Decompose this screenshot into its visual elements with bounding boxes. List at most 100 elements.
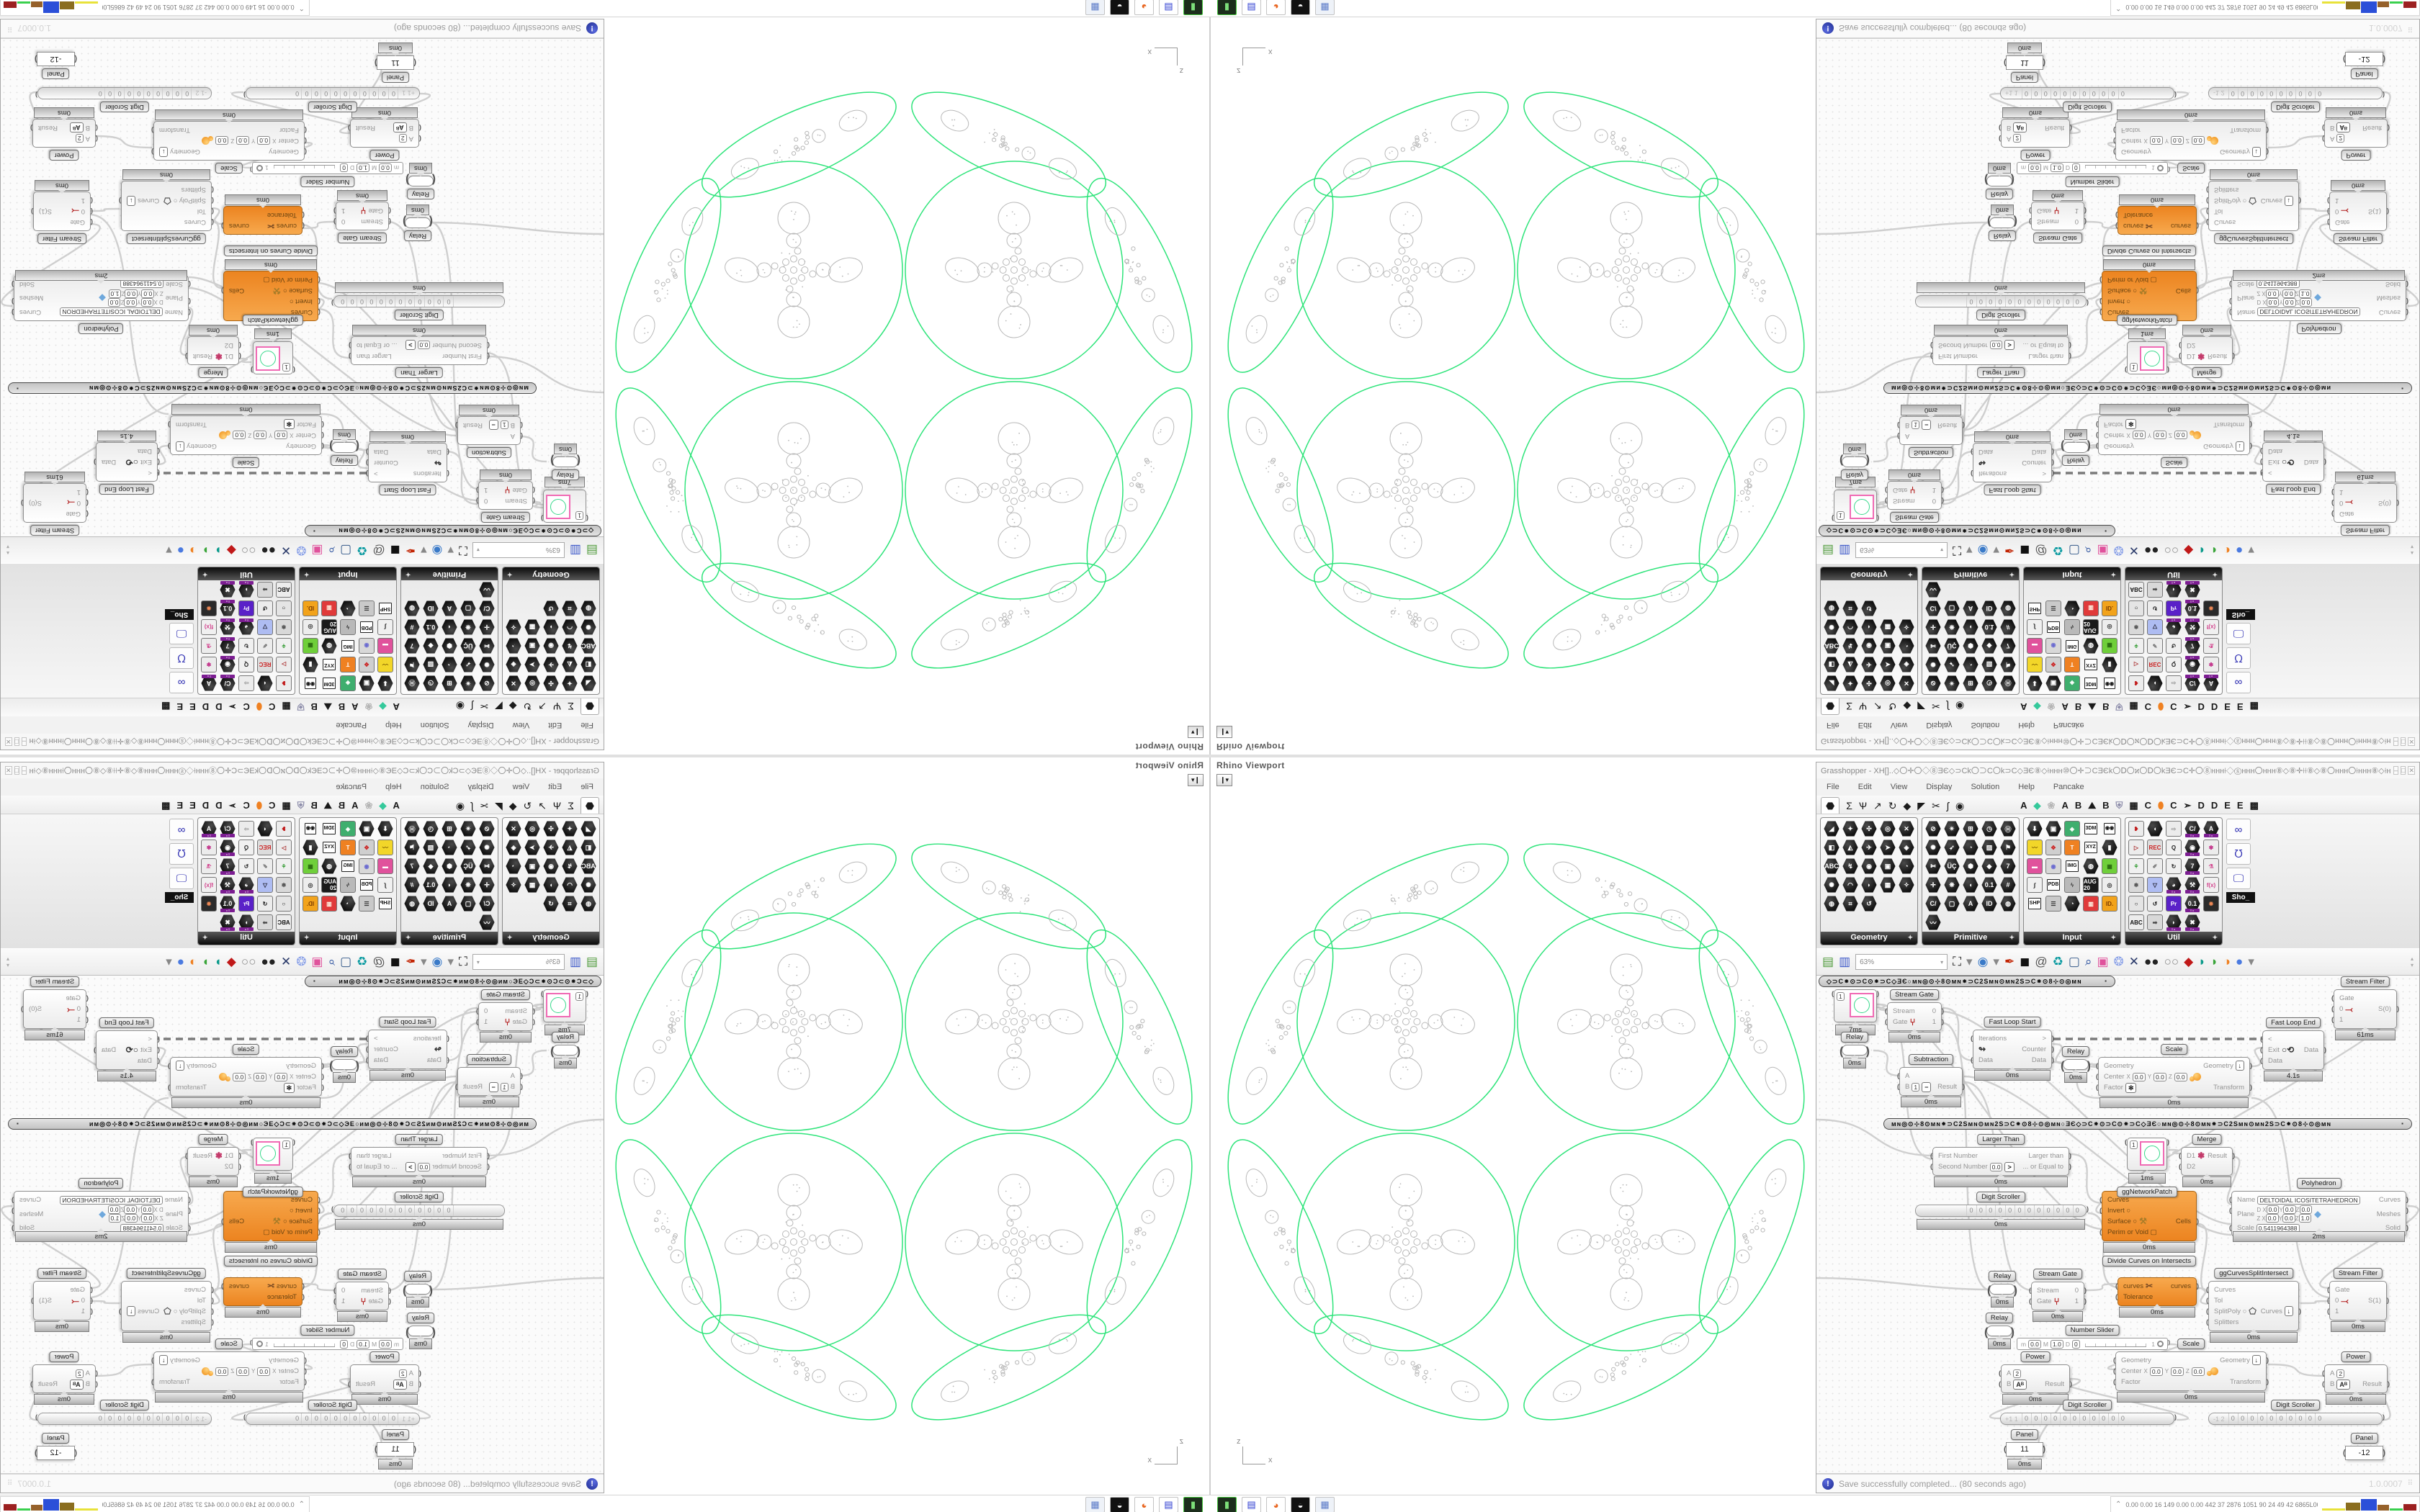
component-icon[interactable]: ↻ xyxy=(2165,637,2182,654)
node-tag[interactable]: Relay xyxy=(551,469,580,480)
component-icon[interactable]: ◖ xyxy=(256,820,274,837)
component-icon[interactable]: ◍ xyxy=(403,895,421,912)
node-merge[interactable]: D1❃ResultD2 xyxy=(2181,336,2233,365)
node-subtraction[interactable]: AB1−Result xyxy=(1897,1067,1965,1096)
node-tag[interactable]: Fast Loop Start xyxy=(379,1017,436,1027)
zoom-extents-icon[interactable]: ⛶ xyxy=(1953,955,1962,968)
tab-plugin[interactable]: A xyxy=(393,701,400,712)
overflow-icon[interactable]: ∞ xyxy=(169,672,194,693)
tab-category-icon[interactable]: ʃ xyxy=(1946,701,1949,712)
component-icon[interactable]: ABC xyxy=(275,581,292,598)
tab-category-icon[interactable]: ↗ xyxy=(1873,701,1882,712)
component-icon[interactable]: ⚒ ≡x xyxy=(219,618,236,636)
node-tag[interactable]: Panel xyxy=(2010,72,2039,83)
component-icon[interactable]: ➤ xyxy=(1879,656,1896,673)
component-icon[interactable]: ✈ xyxy=(542,656,560,673)
component-icon[interactable]: ✧ xyxy=(505,618,522,636)
gem-red-icon[interactable]: ◆ xyxy=(2184,544,2194,557)
node-tag[interactable]: Panel xyxy=(381,1429,410,1440)
node-relay[interactable] xyxy=(1839,1045,1870,1058)
component-icon[interactable]: 7 ≡x xyxy=(219,637,236,654)
component-icon[interactable]: ◍ xyxy=(1823,600,1840,617)
component-icon[interactable]: ◈ xyxy=(339,675,357,692)
component-icon[interactable]: ↯ xyxy=(1842,637,1859,654)
gha-icon[interactable]: ♻ xyxy=(357,544,368,557)
component-icon[interactable]: A xyxy=(1962,600,1979,617)
component-icon[interactable]: ✥ xyxy=(358,839,375,856)
component-icon[interactable]: Ⓗ xyxy=(403,675,421,692)
node-fast-loop-start[interactable]: Iterations>↬CounterDataData xyxy=(1971,1030,2054,1069)
menu-view[interactable]: View xyxy=(1890,783,1908,791)
component-icon[interactable]: ✧ xyxy=(1898,876,1915,894)
component-icon[interactable]: ◔ xyxy=(441,839,458,856)
component-icon[interactable]: ◖ xyxy=(1962,876,1979,894)
group-label[interactable]: ᴍɴ◎⊙⊹8⊙ᴍɴ⁕⊃C2Sᴍɴ⊙ᴍɴ2S⊃C⁕⊙8⊹⊙◎ᴍɴ○ƎЄ◇⊃C⁕⊙⊃… xyxy=(8,1118,537,1130)
gem-red-icon[interactable]: ◆ xyxy=(226,955,236,968)
node-tag[interactable]: Merge xyxy=(198,367,228,378)
node-tag[interactable]: Number Slider xyxy=(2065,176,2120,187)
cookies-icon[interactable]: ●● xyxy=(2144,544,2159,557)
node-component[interactable]: curves✂curvesTolerance xyxy=(2118,206,2197,235)
launcher-calculator-icon[interactable]: ▦ xyxy=(1085,0,1105,15)
node-ggcurvessplitintersect[interactable]: CurvesTolSplitPoly ○⬠Curves ↓Splitters xyxy=(121,1281,212,1331)
component-icon[interactable]: ▮ xyxy=(2101,656,2118,673)
tab-plugin[interactable]: ⛨ xyxy=(297,800,305,811)
component-icon[interactable]: ✕ xyxy=(505,675,522,692)
node-panel[interactable]: 11 xyxy=(377,55,414,70)
component-icon[interactable]: ○ xyxy=(275,600,292,617)
component-icon[interactable]: ∫ xyxy=(377,618,394,636)
sphere-blue-icon[interactable]: ● xyxy=(2236,955,2244,968)
component-icon[interactable]: ⚒ ≡x xyxy=(2184,618,2201,636)
caret-icon[interactable]: ▾ xyxy=(2248,544,2254,557)
component-icon[interactable]: ▽ xyxy=(256,876,274,894)
tab-category-icon[interactable]: ↗ xyxy=(538,800,547,811)
node-tag[interactable]: Stream Gate xyxy=(338,1269,387,1279)
component-icon[interactable]: ◉ xyxy=(542,858,560,875)
component-icon[interactable]: SHP xyxy=(377,895,394,912)
tab-plugin[interactable]: A xyxy=(351,800,359,811)
find-icon[interactable]: ⌕ xyxy=(2084,544,2092,557)
component-icon[interactable]: ◈ xyxy=(2063,820,2081,837)
component-icon[interactable]: ↺ xyxy=(542,895,560,912)
tab-plugin[interactable]: E xyxy=(176,800,184,811)
tab-plugin[interactable]: ▩ xyxy=(161,800,171,811)
component-icon[interactable]: ◍ xyxy=(2082,637,2099,654)
palette-label[interactable]: Primitive ✦ xyxy=(1922,932,2019,945)
node-stream-gate[interactable]: Stream0Gate⑂1 xyxy=(1887,481,1942,510)
node-curve-param[interactable]: 1 xyxy=(1834,490,1877,523)
tab-plugin[interactable]: ⛰ xyxy=(2088,701,2097,712)
node-relay[interactable] xyxy=(408,176,434,186)
component-icon[interactable]: REC xyxy=(2146,656,2164,673)
node-fast-loop-start[interactable]: Iterations>↬CounterDataData xyxy=(368,443,447,482)
find-icon[interactable]: ⌕ xyxy=(328,544,336,557)
node-tag[interactable]: Scale xyxy=(2160,1044,2188,1055)
component-icon[interactable]: Q xyxy=(238,656,255,673)
node-tag[interactable]: Power xyxy=(49,1351,79,1362)
node-network-patch-param[interactable]: 1 xyxy=(2127,341,2167,374)
tab-category-icon[interactable]: ◤ xyxy=(1917,701,1926,712)
node-merge[interactable]: D1❃ResultD2 xyxy=(2179,1147,2235,1176)
remote-icon[interactable]: @ xyxy=(2035,955,2048,968)
zoom-level-select[interactable]: 63% ▾ xyxy=(1855,542,1948,558)
sphere-blue-icon[interactable]: ● xyxy=(2236,544,2244,557)
component-icon[interactable]: ⬇ xyxy=(377,820,394,837)
component-icon[interactable]: ✧ xyxy=(505,876,522,894)
minimize-button[interactable]: – xyxy=(21,765,27,775)
tab-plugin[interactable]: C xyxy=(2170,701,2177,712)
node-tag[interactable]: Stream Filter xyxy=(2340,525,2390,536)
component-icon[interactable]: ✖ ≡x xyxy=(2184,581,2201,598)
component-icon[interactable]: ◖ xyxy=(1962,618,1979,636)
tab-plugin[interactable]: ⛰ xyxy=(323,701,332,712)
node-number-slider[interactable]: m 0.0 M 1.0 D 0 1 xyxy=(2017,1338,2170,1350)
component-icon[interactable]: ✖ ≡x xyxy=(219,914,236,931)
component-icon[interactable]: ◧ xyxy=(1823,656,1840,673)
cookies-icon[interactable]: ●● xyxy=(2144,955,2159,968)
node-tag[interactable]: Number Slider xyxy=(300,176,355,187)
component-icon[interactable]: ⬢ xyxy=(1962,637,1979,654)
component-icon[interactable]: ◆ xyxy=(1981,858,1998,875)
node-tag[interactable]: Relay xyxy=(551,1032,580,1043)
component-icon[interactable]: ✛ xyxy=(478,618,496,636)
